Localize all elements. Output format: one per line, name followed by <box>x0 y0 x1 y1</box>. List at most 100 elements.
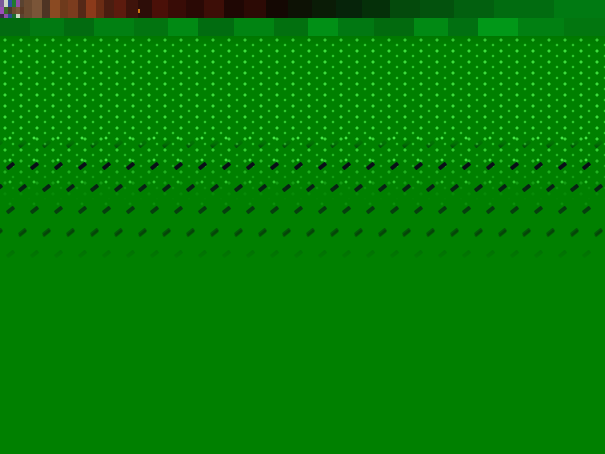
strip-block <box>168 18 198 36</box>
noise-pixel <box>8 0 12 7</box>
texture-dash <box>197 249 208 259</box>
texture-dash <box>533 205 544 215</box>
strip-block <box>64 18 94 36</box>
texture-dash <box>593 183 604 193</box>
texture-dash <box>581 161 592 171</box>
texture-dash <box>293 161 304 171</box>
texture-dash <box>341 249 352 259</box>
texture-dash <box>29 205 40 215</box>
texture-dash <box>521 183 532 193</box>
texture-dash <box>29 161 40 171</box>
texture-dash <box>161 183 172 193</box>
texture-dash <box>545 139 556 149</box>
strip-block <box>338 18 374 36</box>
strip-block <box>0 18 30 36</box>
texture-dash <box>269 205 280 215</box>
texture-dash <box>77 161 88 171</box>
texture-dash <box>197 205 208 215</box>
textured-green-field <box>0 36 605 454</box>
texture-dash <box>329 183 340 193</box>
noise-pixel <box>12 0 16 7</box>
texture-dash <box>401 139 412 149</box>
texture-dash <box>461 249 472 259</box>
strip-block <box>420 0 454 18</box>
texture-dash <box>281 183 292 193</box>
texture-dash <box>473 183 484 193</box>
texture-dash <box>0 183 4 193</box>
noise-pixel <box>20 7 24 14</box>
strip-block <box>554 0 605 18</box>
texture-dash <box>209 183 220 193</box>
strip-block <box>134 18 168 36</box>
texture-dash <box>77 249 88 259</box>
texture-dash <box>509 249 520 259</box>
texture-dash <box>317 249 328 259</box>
texture-dash <box>53 205 64 215</box>
strip-block <box>390 0 420 18</box>
strip-block <box>32 0 42 18</box>
texture-dash <box>305 139 316 149</box>
strip-block <box>336 0 362 18</box>
texture-dash <box>449 139 460 149</box>
texture-dash <box>557 249 568 259</box>
texture-dash <box>389 161 400 171</box>
texture-dash <box>173 205 184 215</box>
texture-dash <box>293 205 304 215</box>
texture-dash <box>161 139 172 149</box>
texture-dash <box>497 139 508 149</box>
texture-dash <box>533 249 544 259</box>
texture-dash <box>365 249 376 259</box>
texture-dash <box>557 161 568 171</box>
strip-block <box>414 18 448 36</box>
strip-block <box>86 0 96 18</box>
texture-dash <box>113 183 124 193</box>
strip-block <box>126 0 138 18</box>
texture-dash <box>509 161 520 171</box>
strip-block <box>448 18 478 36</box>
strip-block <box>374 18 414 36</box>
texture-dash <box>317 205 328 215</box>
texture-dash <box>473 139 484 149</box>
texture-dash <box>245 161 256 171</box>
texture-dash <box>53 161 64 171</box>
texture-dash <box>197 161 208 171</box>
texture-dash <box>173 249 184 259</box>
texture-dash <box>65 139 76 149</box>
texture-dash <box>149 161 160 171</box>
texture-dash <box>449 183 460 193</box>
texture-dash <box>341 161 352 171</box>
texture-dash <box>257 183 268 193</box>
strip-block <box>274 18 308 36</box>
strip-block <box>204 0 224 18</box>
texture-dash <box>245 205 256 215</box>
texture-dash <box>401 183 412 193</box>
texture-dash <box>101 161 112 171</box>
texture-dash <box>581 205 592 215</box>
strip-block <box>78 0 86 18</box>
texture-dash <box>269 249 280 259</box>
texture-dash <box>5 249 16 259</box>
texture-dash <box>293 249 304 259</box>
texture-dash <box>569 183 580 193</box>
strip-block <box>478 18 518 36</box>
texture-dash <box>233 183 244 193</box>
noise-pixel <box>4 0 8 7</box>
strip-block <box>234 18 274 36</box>
texture-dash <box>413 205 424 215</box>
texture-dash <box>257 139 268 149</box>
texture-dash <box>5 161 16 171</box>
dark-dash-texture-layer <box>0 136 605 266</box>
texture-dash <box>137 183 148 193</box>
texture-dash <box>509 205 520 215</box>
strip-block <box>152 0 168 18</box>
texture-dash <box>485 249 496 259</box>
texture-dash <box>461 205 472 215</box>
texture-dash <box>365 161 376 171</box>
top-corrupted-strip <box>0 0 605 18</box>
texture-dash <box>125 249 136 259</box>
texture-dash <box>101 249 112 259</box>
texture-dash <box>533 161 544 171</box>
sparse-dot-texture-layer <box>0 132 605 212</box>
texture-dash <box>149 205 160 215</box>
